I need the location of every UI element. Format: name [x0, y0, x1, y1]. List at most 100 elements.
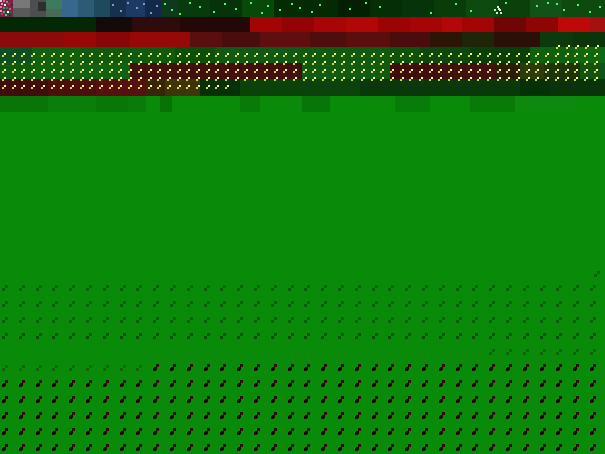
grass-mark-faint	[489, 304, 492, 307]
grass-mark-faint	[187, 288, 190, 291]
halftone-dot	[293, 71, 295, 73]
grass-mark-bold	[153, 368, 156, 371]
grass-mark-bold	[36, 400, 39, 403]
grass-mark-faint	[204, 320, 207, 323]
halftone-dot	[458, 55, 460, 57]
grass-mark-faint	[120, 304, 123, 307]
grass-mark-bold	[204, 448, 207, 451]
halftone-dot	[109, 71, 111, 73]
grass-mark-faint	[456, 320, 459, 323]
grass-mark-faint	[52, 304, 55, 307]
grass-mark-faint	[170, 336, 173, 339]
grass-mark-bold	[120, 400, 123, 403]
halftone-dot	[206, 79, 208, 81]
grass-mark-faint	[120, 320, 123, 323]
grass-mark-faint	[556, 352, 559, 355]
red-band-block	[462, 17, 494, 32]
speckle-pixel	[311, 11, 313, 13]
speckle-pixel	[577, 4, 579, 6]
grass-mark-bold	[103, 400, 106, 403]
grass-mark-bold	[153, 384, 156, 387]
grass-mark-faint	[304, 304, 307, 307]
speckle-pixel	[599, 6, 601, 8]
halftone-dot	[41, 71, 43, 73]
grass-mark-bold	[204, 416, 207, 419]
grass-mark-faint	[2, 288, 5, 291]
transition-block	[470, 96, 515, 112]
grass-mark-faint	[405, 288, 408, 291]
grass-mark-bold	[573, 432, 576, 435]
grass-mark-bold	[355, 432, 358, 435]
grass-mark-faint	[439, 336, 442, 339]
halftone-dot	[225, 71, 227, 73]
grass-mark-bold	[388, 400, 391, 403]
grass-mark-bold	[288, 400, 291, 403]
grass-mark-faint	[2, 320, 5, 323]
halftone-dot	[380, 63, 382, 65]
halftone-dot	[31, 71, 33, 73]
halftone-dot	[31, 87, 33, 89]
halftone-dot	[225, 79, 227, 81]
halftone-dot	[118, 55, 120, 57]
grass-mark-faint	[506, 352, 509, 355]
grass-mark-bold	[187, 400, 190, 403]
grass-mark-faint	[456, 288, 459, 291]
halftone-dot	[157, 55, 159, 57]
transition-block	[240, 96, 260, 112]
speckle-pixel	[291, 3, 293, 5]
grass-mark-bold	[304, 416, 307, 419]
halftone-dot	[109, 87, 111, 89]
red-band-block	[378, 17, 410, 32]
halftone-dot	[332, 63, 334, 65]
grass-mark-faint	[170, 304, 173, 307]
halftone-dot	[371, 55, 373, 57]
grass-mark-bold	[590, 400, 593, 403]
grass-mark-bold	[523, 432, 526, 435]
grass-mark-bold	[120, 432, 123, 435]
grass-mark-faint	[136, 304, 139, 307]
halftone-dot	[535, 55, 537, 57]
speckle-pixel	[235, 8, 237, 10]
red-band-block	[64, 32, 96, 47]
grass-mark-bold	[506, 432, 509, 435]
grass-mark-stray	[594, 274, 597, 277]
grass-mark-faint	[388, 336, 391, 339]
grass-mark-faint	[556, 320, 559, 323]
speckle-pixel	[505, 2, 507, 4]
grass-mark-bold	[523, 368, 526, 371]
grass-mark-faint	[573, 352, 576, 355]
halftone-dot	[341, 55, 343, 57]
halftone-dot	[12, 87, 14, 89]
grass-mark-faint	[489, 352, 492, 355]
halftone-dot	[70, 79, 72, 81]
grass-mark-bold	[556, 368, 559, 371]
grass-mark-bold	[69, 400, 72, 403]
halftone-dot	[332, 71, 334, 73]
grass-mark-bold	[19, 416, 22, 419]
halftone-dot	[293, 79, 295, 81]
grass-mark-bold	[271, 432, 274, 435]
grass-mark-bold	[153, 416, 156, 419]
artifact-block	[530, 0, 562, 17]
red-band-block	[130, 32, 190, 47]
grass-mark-faint	[355, 336, 358, 339]
halftone-dot	[244, 79, 246, 81]
speckle-pixel	[143, 3, 145, 5]
halftone-dot	[157, 79, 159, 81]
halftone-dot	[361, 55, 363, 57]
grass-mark-faint	[136, 336, 139, 339]
grass-mark-bold	[52, 416, 55, 419]
halftone-dot	[312, 71, 314, 73]
grass-mark-faint	[405, 320, 408, 323]
red-band-block	[250, 17, 282, 32]
grass-mark-faint	[388, 304, 391, 307]
halftone-dot	[21, 87, 23, 89]
grass-mark-faint	[204, 336, 207, 339]
grass-mark-bold	[170, 368, 173, 371]
grass-mark-bold	[540, 432, 543, 435]
halftone-dot	[21, 79, 23, 81]
grass-mark-bold	[120, 384, 123, 387]
grass-mark-bold	[321, 400, 324, 403]
halftone-dot	[80, 87, 82, 89]
halftone-dot	[99, 55, 101, 57]
